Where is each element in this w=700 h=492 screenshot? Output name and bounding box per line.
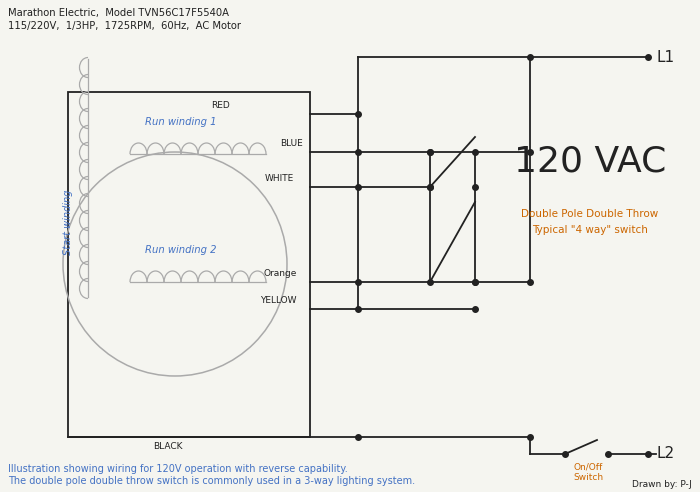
Text: Orange: Orange (263, 269, 296, 278)
Text: YELLOW: YELLOW (260, 296, 297, 305)
Text: Start winding: Start winding (63, 189, 73, 255)
Bar (68, 92, 310, 437)
Text: 115/220V,  1/3HP,  1725RPM,  60Hz,  AC Motor: 115/220V, 1/3HP, 1725RPM, 60Hz, AC Motor (8, 21, 241, 31)
Text: BLACK: BLACK (153, 442, 183, 451)
Text: The double pole double throw switch is commonly used in a 3-way lighting system.: The double pole double throw switch is c… (8, 476, 415, 486)
Text: L2: L2 (656, 447, 674, 461)
Text: Run winding 1: Run winding 1 (145, 117, 216, 127)
Text: WHITE: WHITE (265, 174, 294, 183)
Text: RED: RED (211, 101, 230, 110)
Text: Illustration showing wiring for 120V operation with reverse capability.: Illustration showing wiring for 120V ope… (8, 464, 348, 474)
Text: Drawn by: P-J: Drawn by: P-J (632, 480, 692, 489)
Text: L1: L1 (656, 50, 674, 64)
Text: On/Off
Switch: On/Off Switch (573, 462, 603, 482)
Text: Marathon Electric,  Model TVN56C17F5540A: Marathon Electric, Model TVN56C17F5540A (8, 8, 229, 18)
Text: BLUE: BLUE (280, 139, 302, 148)
Text: Typical "4 way" switch: Typical "4 way" switch (532, 225, 648, 235)
Text: Double Pole Double Throw: Double Pole Double Throw (522, 209, 659, 219)
Text: 120 VAC: 120 VAC (514, 145, 666, 179)
Text: Run winding 2: Run winding 2 (145, 245, 216, 255)
